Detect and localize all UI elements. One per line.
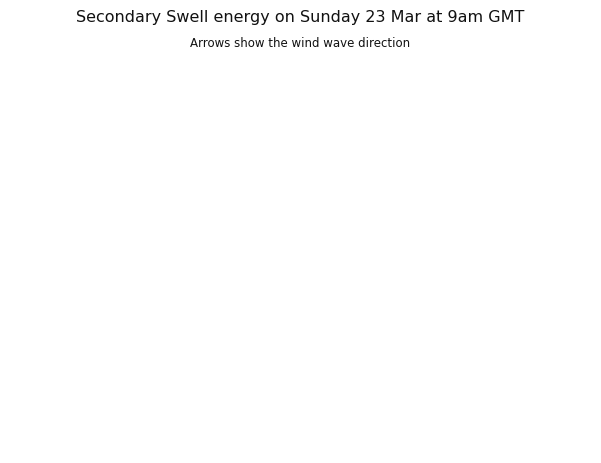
Text: Secondary Swell energy on Sunday 23 Mar at 9am GMT: Secondary Swell energy on Sunday 23 Mar … xyxy=(76,10,525,25)
Text: Arrows show the wind wave direction: Arrows show the wind wave direction xyxy=(191,37,410,50)
Text: Install cartopy for map rendering: Install cartopy for map rendering xyxy=(186,251,415,265)
